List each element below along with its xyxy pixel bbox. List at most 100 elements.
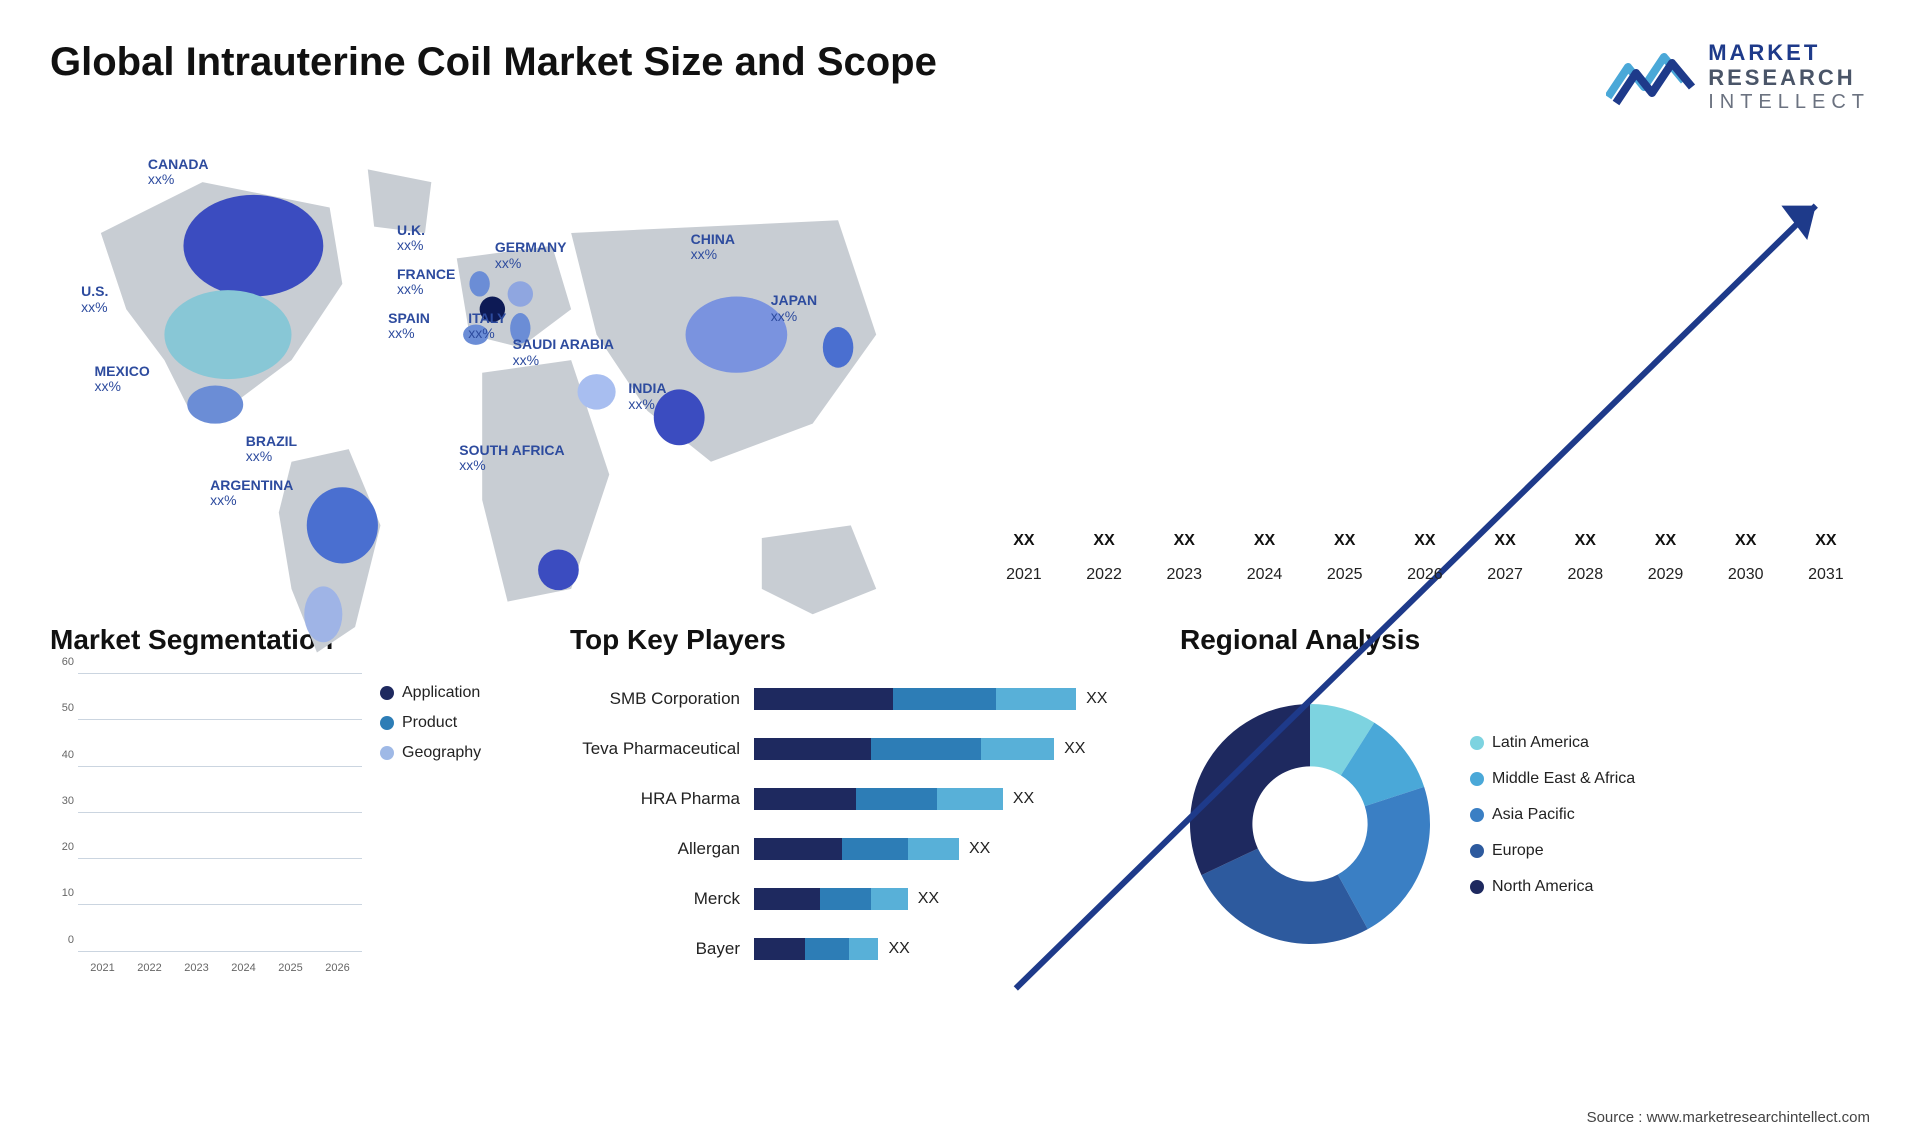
map-label-u-s-: U.S.xx% — [81, 284, 108, 315]
map-label-spain: SPAINxx% — [388, 311, 430, 342]
seg-xaxis-tick: 2021 — [82, 962, 123, 974]
player-value: XX — [1086, 690, 1107, 708]
map-label-germany: GERMANYxx% — [495, 240, 567, 271]
player-row: Teva Pharmaceutical XX — [570, 738, 1120, 760]
growth-bar-2026: XX — [1391, 532, 1459, 556]
player-bar — [754, 888, 908, 910]
segmentation-chart: 0102030405060202120222023202420252026 — [50, 674, 362, 974]
growth-bar-2029: XX — [1631, 532, 1699, 556]
growth-xaxis-tick: 2030 — [1712, 566, 1780, 584]
map-label-mexico: MEXICOxx% — [94, 364, 149, 395]
seg-xaxis-tick: 2023 — [176, 962, 217, 974]
page-title: Global Intrauterine Coil Market Size and… — [50, 40, 937, 85]
growth-bar-label: XX — [1334, 532, 1355, 550]
map-label-france: FRANCExx% — [397, 267, 455, 298]
growth-xaxis-tick: 2024 — [1230, 566, 1298, 584]
seg-xaxis-tick: 2026 — [317, 962, 358, 974]
player-value: XX — [1013, 790, 1034, 808]
player-name: Teva Pharmaceutical — [570, 739, 740, 759]
region-legend-item: North America — [1470, 878, 1870, 896]
map-label-china: CHINAxx% — [691, 232, 735, 263]
growth-bar-2021: XX — [990, 532, 1058, 556]
growth-bar-label: XX — [1494, 532, 1515, 550]
growth-xaxis-tick: 2031 — [1792, 566, 1860, 584]
logo-line-1: MARKET — [1708, 40, 1870, 65]
seg-legend-item: Geography — [380, 744, 520, 762]
logo-line-2: RESEARCH — [1708, 65, 1870, 90]
seg-ytick: 10 — [50, 887, 74, 899]
growth-bar-2025: XX — [1311, 532, 1379, 556]
region-legend-item: Asia Pacific — [1470, 806, 1870, 824]
regional-donut — [1180, 694, 1440, 954]
player-bar — [754, 788, 1003, 810]
world-map-panel: CANADAxx%U.S.xx%MEXICOxx%BRAZILxx%ARGENT… — [50, 144, 940, 584]
seg-ytick: 20 — [50, 841, 74, 853]
player-name: Allergan — [570, 839, 740, 859]
source-text: Source : www.marketresearchintellect.com — [1587, 1109, 1870, 1126]
donut-slice — [1190, 704, 1310, 875]
regional-legend: Latin America Middle East & Africa Asia Pa… — [1470, 734, 1870, 914]
map-label-italy: ITALYxx% — [468, 311, 506, 342]
growth-bar-label: XX — [1735, 532, 1756, 550]
player-value: XX — [969, 840, 990, 858]
map-label-brazil: BRAZILxx% — [246, 434, 297, 465]
logo-icon — [1606, 47, 1696, 107]
growth-bar-2031: XX — [1792, 532, 1860, 556]
growth-xaxis-tick: 2027 — [1471, 566, 1539, 584]
growth-bar-label: XX — [1254, 532, 1275, 550]
seg-xaxis-tick: 2024 — [223, 962, 264, 974]
region-legend-item: Europe — [1470, 842, 1870, 860]
player-row: MerckXX — [570, 888, 1120, 910]
seg-ytick: 40 — [50, 749, 74, 761]
growth-xaxis-tick: 2028 — [1551, 566, 1619, 584]
player-bar — [754, 938, 878, 960]
growth-xaxis-tick: 2021 — [990, 566, 1058, 584]
player-bar — [754, 738, 1054, 760]
region-legend-item: Latin America — [1470, 734, 1870, 752]
player-name: Merck — [570, 889, 740, 909]
seg-xaxis-tick: 2025 — [270, 962, 311, 974]
map-label-argentina: ARGENTINAxx% — [210, 478, 293, 509]
player-value: XX — [888, 940, 909, 958]
growth-xaxis-tick: 2023 — [1150, 566, 1218, 584]
map-label-japan: JAPANxx% — [771, 293, 817, 324]
growth-bar-label: XX — [1655, 532, 1676, 550]
region-legend-item: Middle East & Africa — [1470, 770, 1870, 788]
logo-line-3: INTELLECT — [1708, 91, 1870, 114]
seg-ytick: 30 — [50, 795, 74, 807]
segmentation-legend: ApplicationProductGeography — [380, 674, 520, 974]
player-name: Bayer — [570, 939, 740, 959]
growth-xaxis-tick: 2025 — [1311, 566, 1379, 584]
player-row: Allergan XX — [570, 838, 1120, 860]
player-value: XX — [1064, 740, 1085, 758]
growth-chart-panel: XX XX XX XX XX XX XX XX XX XX XX 2021 2022 2023 2024 2… — [980, 144, 1870, 584]
map-label-u-k-: U.K.xx% — [397, 223, 425, 254]
seg-ytick: 60 — [50, 656, 74, 668]
player-bar — [754, 838, 959, 860]
player-row: HRA Pharma XX — [570, 788, 1120, 810]
growth-xaxis-tick: 2022 — [1070, 566, 1138, 584]
regional-panel: Regional Analysis Latin AmericaMiddle Ea… — [1180, 624, 1870, 974]
growth-bar-2023: XX — [1150, 532, 1218, 556]
growth-bar-label: XX — [1013, 532, 1034, 550]
growth-bar-label: XX — [1093, 532, 1114, 550]
growth-bar-2024: XX — [1230, 532, 1298, 556]
growth-xaxis-tick: 2026 — [1391, 566, 1459, 584]
growth-bar-label: XX — [1575, 532, 1596, 550]
growth-bar-2028: XX — [1551, 532, 1619, 556]
growth-xaxis-tick: 2029 — [1631, 566, 1699, 584]
seg-legend-item: Product — [380, 714, 520, 732]
growth-bar-label: XX — [1174, 532, 1195, 550]
player-row: Bayer XX — [570, 938, 1120, 960]
seg-xaxis-tick: 2022 — [129, 962, 170, 974]
seg-ytick: 0 — [50, 934, 74, 946]
growth-bar-2022: XX — [1070, 532, 1138, 556]
growth-bar-label: XX — [1815, 532, 1836, 550]
map-label-south-africa: SOUTH AFRICAxx% — [459, 443, 564, 474]
map-label-india: INDIAxx% — [628, 381, 666, 412]
world-map-icon — [50, 144, 940, 703]
map-label-saudi-arabia: SAUDI ARABIAxx% — [513, 337, 614, 368]
player-name: HRA Pharma — [570, 789, 740, 809]
growth-bar-label: XX — [1414, 532, 1435, 550]
growth-bar-2027: XX — [1471, 532, 1539, 556]
